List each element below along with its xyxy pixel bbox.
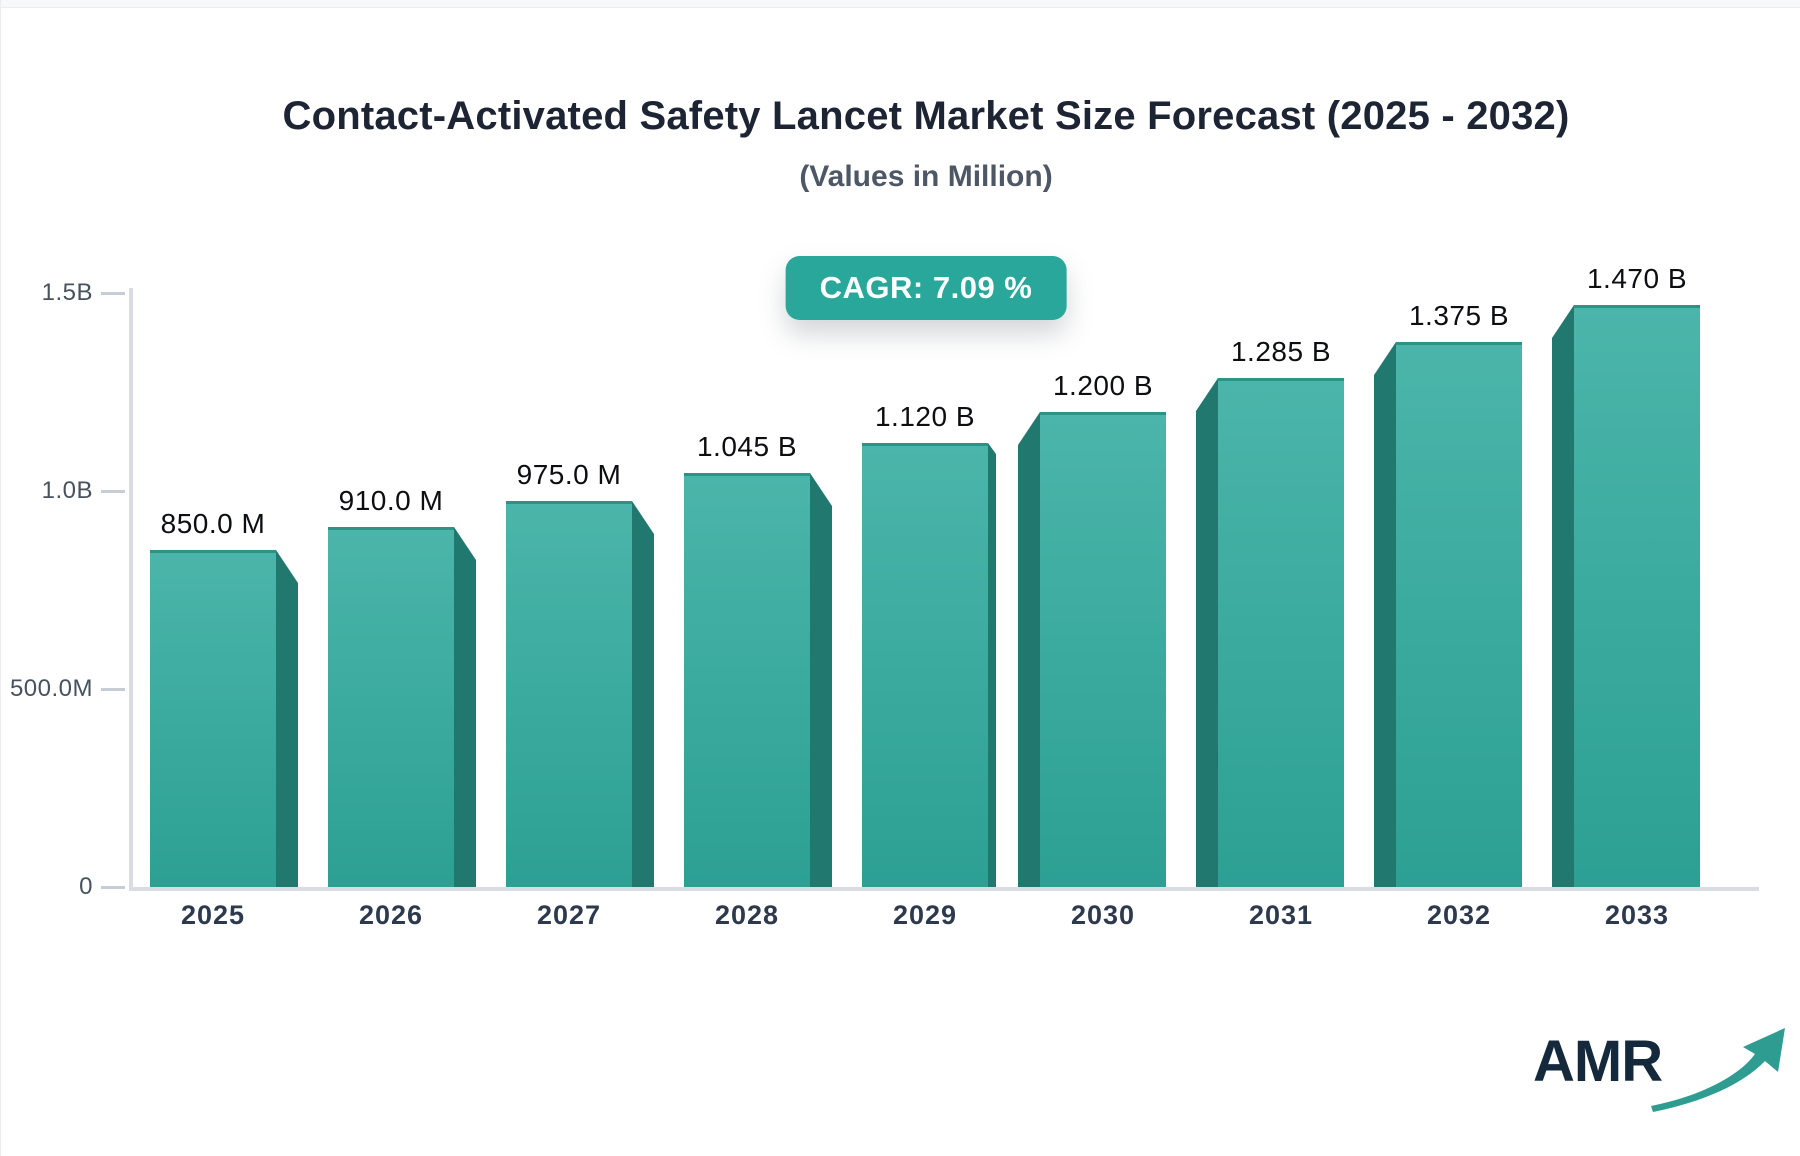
amr-logo-arrow-icon xyxy=(1651,1024,1791,1121)
bar-value-label: 975.0 M xyxy=(516,459,622,490)
bar-front-face[interactable] xyxy=(1396,342,1522,887)
bar-value-label: 1.470 B xyxy=(1586,263,1688,294)
bar-group-2029: 1.120 B 2029 xyxy=(862,401,996,930)
bar-side-face xyxy=(276,550,298,887)
cagr-badge-label: CAGR: 7.09 % xyxy=(819,270,1033,305)
x-axis-tick-label: 2025 xyxy=(180,900,246,930)
bar-group-2028: 1.045 B 2028 xyxy=(684,431,832,930)
y-axis-tick-mark xyxy=(101,490,125,493)
x-axis-tick-label: 2028 xyxy=(714,900,780,930)
bar-front-face[interactable] xyxy=(1218,378,1344,887)
bar-group-2027: 975.0 M 2027 xyxy=(506,459,654,930)
amr-logo-text: AMR xyxy=(1533,1029,1663,1094)
bar-front-face[interactable] xyxy=(506,501,632,887)
bar-side-face xyxy=(1196,378,1218,887)
y-axis-tick-mark xyxy=(101,688,125,691)
bar-front-face[interactable] xyxy=(1574,305,1700,887)
y-axis-tick-label: 1.5B xyxy=(41,279,93,306)
cagr-badge: CAGR: 7.09 % xyxy=(785,256,1067,320)
x-axis-baseline xyxy=(129,887,1759,891)
chart-subtitle: (Values in Million) xyxy=(799,160,1053,193)
bar-side-face xyxy=(454,527,476,887)
bar-value-label: 1.375 B xyxy=(1408,300,1510,331)
x-axis-tick-label: 2027 xyxy=(536,900,602,930)
chart-title: Contact-Activated Safety Lancet Market S… xyxy=(282,94,1570,138)
y-axis-tick-label: 0 xyxy=(79,873,93,900)
y-axis-tick-mark xyxy=(101,292,125,295)
bar-group-2025: 850.0 M 2025 xyxy=(150,508,298,930)
bar-value-label: 1.285 B xyxy=(1230,336,1332,367)
bar-front-face[interactable] xyxy=(862,443,988,887)
x-axis-tick-label: 2029 xyxy=(892,900,958,930)
bar-value-label: 1.120 B xyxy=(874,401,976,432)
bar-value-label: 850.0 M xyxy=(160,508,266,539)
bar-side-face xyxy=(810,473,832,887)
bar-group-2031: 1.285 B 2031 xyxy=(1196,336,1344,930)
bar-front-face[interactable] xyxy=(684,473,810,887)
bar-side-face xyxy=(988,443,996,887)
bar-side-face xyxy=(1552,305,1574,887)
bar-group-2033: 1.470 B 2033 xyxy=(1552,263,1700,930)
bar-group-2030: 1.200 B 2030 xyxy=(1018,370,1166,930)
top-border-strip xyxy=(1,0,1800,8)
y-axis-line xyxy=(129,288,133,889)
bar-front-face[interactable] xyxy=(1040,412,1166,887)
bar-value-label: 1.045 B xyxy=(696,431,798,462)
x-axis-tick-label: 2026 xyxy=(358,900,424,930)
bar-front-face[interactable] xyxy=(150,550,276,887)
amr-logo: AMR xyxy=(1533,1028,1785,1118)
y-axis-tick-label: 1.0B xyxy=(41,477,93,504)
bar-value-label: 910.0 M xyxy=(338,485,444,516)
y-axis-tick-mark xyxy=(101,886,125,889)
bar-group-2032: 1.375 B 2032 xyxy=(1374,300,1522,930)
bar-side-face xyxy=(632,501,654,887)
bar-front-face[interactable] xyxy=(328,527,454,887)
x-axis-tick-label: 2032 xyxy=(1426,900,1492,930)
x-axis-tick-label: 2031 xyxy=(1248,900,1314,930)
x-axis-tick-label: 2033 xyxy=(1604,900,1670,930)
x-axis-tick-label: 2030 xyxy=(1070,900,1136,930)
bar-side-face xyxy=(1018,412,1040,887)
bar-side-face xyxy=(1374,342,1396,887)
y-axis-tick-label: 500.0M xyxy=(9,675,93,702)
bar-value-label: 1.200 B xyxy=(1052,370,1154,401)
bar-group-2026: 910.0 M 2026 xyxy=(328,485,476,930)
